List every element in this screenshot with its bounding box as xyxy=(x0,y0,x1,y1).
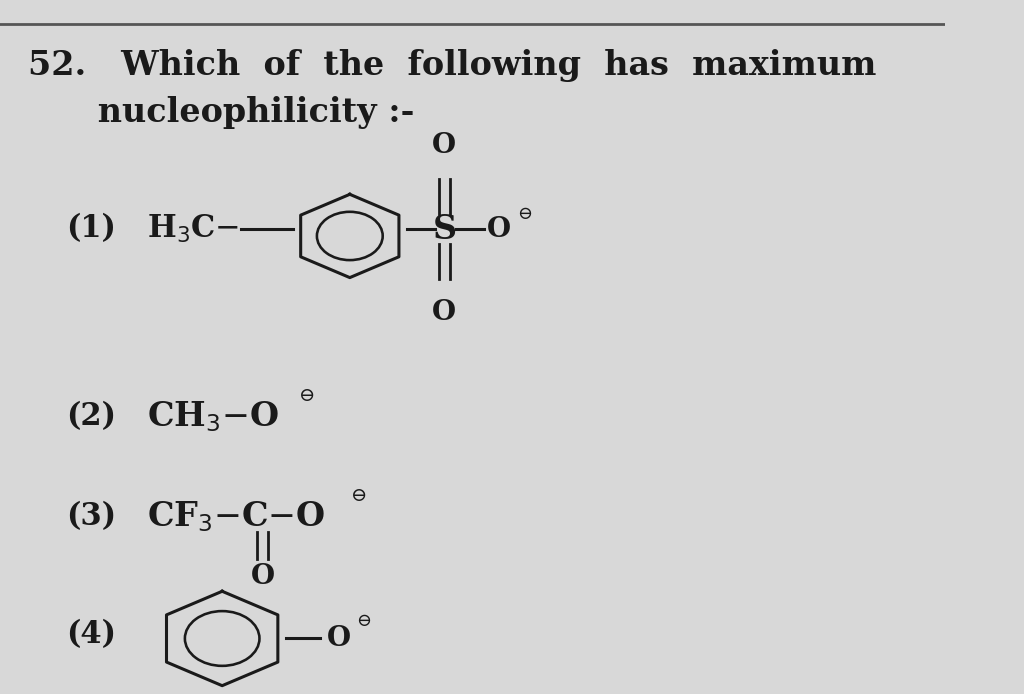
Text: CH$_3$$-$O: CH$_3$$-$O xyxy=(146,399,279,434)
Text: nucleophilicity :-: nucleophilicity :- xyxy=(29,96,415,129)
Text: ⊖: ⊖ xyxy=(517,205,532,223)
Text: CF$_3$$-$C$-$O: CF$_3$$-$C$-$O xyxy=(146,500,325,534)
Text: O: O xyxy=(327,625,350,652)
Text: 52.   Which  of  the  following  has  maximum: 52. Which of the following has maximum xyxy=(29,49,877,82)
Text: ⊖: ⊖ xyxy=(299,387,315,405)
Text: (3): (3) xyxy=(67,502,117,532)
Text: O: O xyxy=(432,133,457,159)
Text: O: O xyxy=(251,563,274,589)
Text: ⊖: ⊖ xyxy=(356,612,372,630)
Text: O: O xyxy=(487,216,511,242)
Text: H$_3$C$-$: H$_3$C$-$ xyxy=(146,213,239,245)
Text: ⊖: ⊖ xyxy=(351,487,368,505)
Text: O: O xyxy=(432,299,457,325)
Text: (1): (1) xyxy=(67,214,116,244)
Text: (4): (4) xyxy=(67,620,116,650)
Text: (2): (2) xyxy=(67,401,116,432)
Text: S: S xyxy=(432,212,457,246)
